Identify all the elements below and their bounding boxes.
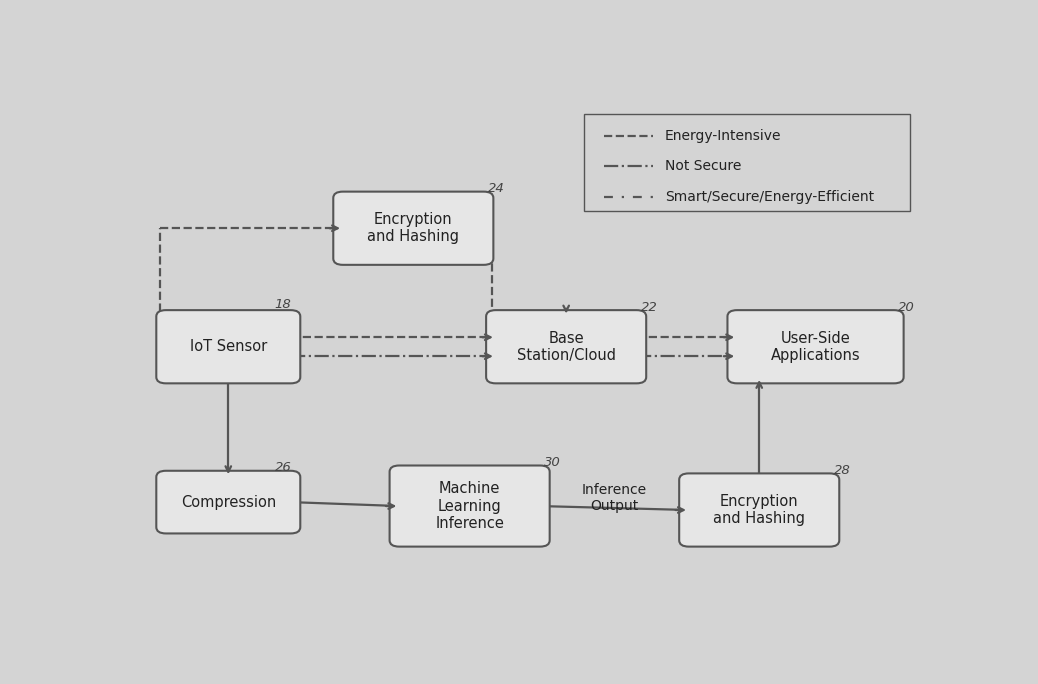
FancyBboxPatch shape — [728, 310, 904, 383]
Text: Encryption
and Hashing: Encryption and Hashing — [713, 494, 805, 526]
FancyBboxPatch shape — [679, 473, 840, 547]
Text: IoT Sensor: IoT Sensor — [190, 339, 267, 354]
Text: 22: 22 — [640, 301, 657, 314]
Text: Encryption
and Hashing: Encryption and Hashing — [367, 212, 460, 244]
Text: Compression: Compression — [181, 495, 276, 510]
Text: 26: 26 — [274, 462, 292, 475]
Text: 18: 18 — [274, 298, 292, 311]
Text: Inference
Output: Inference Output — [582, 483, 647, 513]
Text: Not Secure: Not Secure — [664, 159, 741, 173]
Text: 24: 24 — [488, 183, 504, 196]
FancyBboxPatch shape — [486, 310, 647, 383]
Text: User-Side
Applications: User-Side Applications — [771, 330, 861, 363]
FancyBboxPatch shape — [157, 471, 300, 534]
Text: Machine
Learning
Inference: Machine Learning Inference — [435, 481, 504, 531]
FancyBboxPatch shape — [333, 192, 493, 265]
Text: 20: 20 — [898, 301, 914, 314]
Text: 28: 28 — [834, 464, 850, 477]
Text: Smart/Secure/Energy-Efficient: Smart/Secure/Energy-Efficient — [664, 190, 874, 204]
FancyBboxPatch shape — [584, 114, 910, 211]
Text: 30: 30 — [544, 456, 561, 469]
FancyBboxPatch shape — [389, 466, 550, 547]
FancyBboxPatch shape — [157, 310, 300, 383]
Text: Energy-Intensive: Energy-Intensive — [664, 129, 782, 143]
Text: Base
Station/Cloud: Base Station/Cloud — [517, 330, 616, 363]
